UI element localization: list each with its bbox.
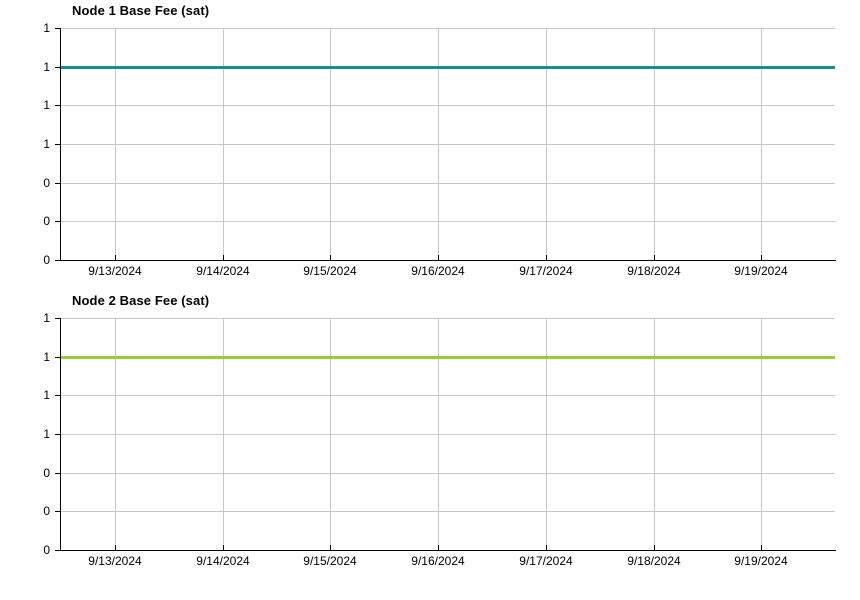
gridline-horizontal <box>61 105 835 106</box>
x-axis-tick <box>223 255 224 261</box>
y-axis-label: 0 <box>43 466 50 480</box>
x-axis-tick <box>654 545 655 551</box>
gridline-vertical <box>115 28 116 260</box>
y-axis-label: 0 <box>43 543 50 557</box>
y-axis-tick <box>55 105 61 106</box>
chart-title: Node 2 Base Fee (sat) <box>72 293 210 308</box>
x-axis-tick <box>330 545 331 551</box>
y-axis-label: 1 <box>43 350 50 364</box>
gridline-vertical <box>330 28 331 260</box>
y-axis-label: 0 <box>43 176 50 190</box>
x-axis-tick <box>115 255 116 261</box>
gridline-vertical <box>546 318 547 550</box>
gridline-horizontal <box>61 434 835 435</box>
x-axis-tick <box>223 545 224 551</box>
gridline-horizontal <box>61 511 835 512</box>
y-axis-label: 1 <box>43 137 50 151</box>
y-axis-tick <box>55 395 61 396</box>
gridline-vertical <box>438 318 439 550</box>
x-axis-label: 9/17/2024 <box>519 554 573 568</box>
plot-area <box>61 318 835 550</box>
y-axis-tick <box>55 434 61 435</box>
gridline-horizontal <box>61 144 835 145</box>
y-axis-tick <box>55 318 61 319</box>
gridline-horizontal <box>61 221 835 222</box>
gridline-vertical <box>115 318 116 550</box>
y-axis-label: 1 <box>43 427 50 441</box>
y-axis-tick <box>55 473 61 474</box>
x-axis-label: 9/17/2024 <box>519 264 573 278</box>
y-axis <box>60 318 61 551</box>
x-axis <box>60 550 836 551</box>
x-axis-tick <box>654 255 655 261</box>
y-axis-tick <box>55 550 61 551</box>
x-axis-label: 9/14/2024 <box>196 264 250 278</box>
x-axis-label: 9/18/2024 <box>627 264 681 278</box>
gridline-vertical <box>654 28 655 260</box>
gridline-horizontal <box>61 395 835 396</box>
x-axis-tick <box>546 255 547 261</box>
gridline-horizontal <box>61 28 835 29</box>
x-axis-label: 9/16/2024 <box>411 264 465 278</box>
chart-title: Node 1 Base Fee (sat) <box>72 3 210 18</box>
gridline-vertical <box>546 28 547 260</box>
gridline-vertical <box>761 28 762 260</box>
y-axis-label: 1 <box>43 98 50 112</box>
x-axis-label: 9/13/2024 <box>88 264 142 278</box>
x-axis-label: 9/16/2024 <box>411 554 465 568</box>
x-axis-label: 9/15/2024 <box>303 264 357 278</box>
y-axis-tick <box>55 357 61 358</box>
y-axis-label: 0 <box>43 504 50 518</box>
y-axis-tick <box>55 260 61 261</box>
y-axis-tick <box>55 144 61 145</box>
x-axis-tick <box>546 545 547 551</box>
x-axis-tick <box>438 255 439 261</box>
x-axis <box>60 260 836 261</box>
gridline-vertical <box>654 318 655 550</box>
gridline-vertical <box>761 318 762 550</box>
x-axis-label: 9/13/2024 <box>88 554 142 568</box>
y-axis-label: 1 <box>43 388 50 402</box>
x-axis-label: 9/15/2024 <box>303 554 357 568</box>
x-axis-tick <box>438 545 439 551</box>
gridline-horizontal <box>61 183 835 184</box>
plot-area <box>61 28 835 260</box>
series-line <box>61 66 835 69</box>
x-axis-label: 9/18/2024 <box>627 554 681 568</box>
gridline-vertical <box>223 318 224 550</box>
y-axis-tick <box>55 67 61 68</box>
y-axis-label: 1 <box>43 60 50 74</box>
y-axis-tick <box>55 28 61 29</box>
x-axis-tick <box>330 255 331 261</box>
y-axis-label: 1 <box>43 21 50 35</box>
chart-panel-node-1: Node 1 Base Fee (sat) 1 1 1 1 0 0 0 9/13/2024 9/1… <box>0 0 860 290</box>
y-axis-label: 1 <box>43 311 50 325</box>
y-axis <box>60 28 61 261</box>
x-axis-label: 9/19/2024 <box>734 264 788 278</box>
y-axis-label: 0 <box>43 214 50 228</box>
gridline-vertical <box>330 318 331 550</box>
x-axis-label: 9/14/2024 <box>196 554 250 568</box>
gridline-vertical <box>223 28 224 260</box>
gridline-horizontal <box>61 473 835 474</box>
gridline-vertical <box>438 28 439 260</box>
chart-panel-node-2: Node 2 Base Fee (sat) 1 1 1 1 0 0 0 9/13/2024 9/1… <box>0 290 860 580</box>
y-axis-tick <box>55 221 61 222</box>
x-axis-label: 9/19/2024 <box>734 554 788 568</box>
series-line <box>61 356 835 359</box>
y-axis-tick <box>55 183 61 184</box>
x-axis-tick <box>115 545 116 551</box>
x-axis-tick <box>761 545 762 551</box>
gridline-horizontal <box>61 318 835 319</box>
y-axis-label: 0 <box>43 253 50 267</box>
x-axis-tick <box>761 255 762 261</box>
y-axis-tick <box>55 511 61 512</box>
